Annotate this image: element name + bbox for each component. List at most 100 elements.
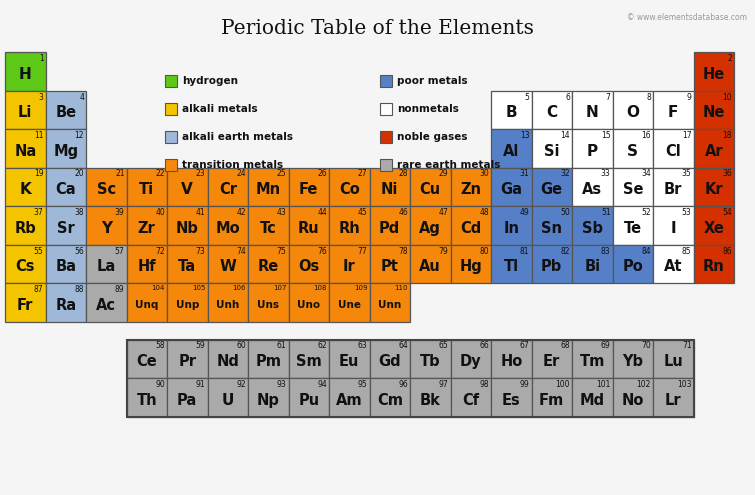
- Text: 29: 29: [439, 169, 448, 179]
- Text: 18: 18: [723, 131, 732, 140]
- Bar: [45, 91, 86, 129]
- Text: 46: 46: [398, 208, 408, 217]
- Text: 37: 37: [34, 208, 44, 217]
- Bar: [288, 378, 329, 416]
- Text: Cm: Cm: [377, 393, 402, 408]
- Text: F: F: [668, 105, 679, 120]
- Text: 25: 25: [277, 169, 286, 179]
- Text: 1: 1: [39, 54, 44, 63]
- Text: 65: 65: [439, 342, 448, 350]
- Bar: [45, 283, 86, 321]
- Bar: [410, 340, 451, 378]
- Text: Tb: Tb: [420, 354, 441, 369]
- Text: 108: 108: [313, 285, 327, 291]
- Bar: [5, 52, 45, 91]
- Bar: [369, 206, 410, 245]
- Text: Sr: Sr: [57, 221, 75, 236]
- Bar: [5, 91, 45, 129]
- Text: 55: 55: [34, 247, 44, 255]
- Bar: [410, 378, 451, 416]
- Bar: [532, 378, 572, 416]
- Bar: [369, 340, 410, 378]
- Bar: [45, 129, 86, 167]
- Text: Ni: Ni: [381, 182, 399, 198]
- Text: Unp: Unp: [176, 300, 199, 310]
- Bar: [288, 206, 329, 245]
- Bar: [288, 283, 329, 321]
- Bar: [491, 378, 532, 416]
- Bar: [694, 167, 734, 206]
- Text: Unn: Unn: [378, 300, 402, 310]
- Text: 74: 74: [236, 247, 246, 255]
- Text: 99: 99: [519, 380, 529, 389]
- Bar: [127, 340, 167, 378]
- Text: 30: 30: [479, 169, 489, 179]
- Bar: [653, 245, 694, 283]
- Text: Xe: Xe: [704, 221, 724, 236]
- Text: P: P: [587, 144, 598, 159]
- Bar: [248, 283, 288, 321]
- Text: 10: 10: [723, 93, 732, 101]
- Bar: [491, 129, 532, 167]
- Text: Eu: Eu: [339, 354, 359, 369]
- Bar: [653, 167, 694, 206]
- Text: 7: 7: [606, 93, 611, 101]
- Text: Unh: Unh: [216, 300, 239, 310]
- Text: Sc: Sc: [97, 182, 116, 198]
- Bar: [248, 245, 288, 283]
- Text: 87: 87: [34, 285, 44, 294]
- Text: Hg: Hg: [459, 259, 482, 274]
- Text: Si: Si: [544, 144, 559, 159]
- Bar: [208, 340, 248, 378]
- Text: 42: 42: [236, 208, 246, 217]
- Text: Cu: Cu: [420, 182, 441, 198]
- Text: 11: 11: [34, 131, 44, 140]
- Text: 41: 41: [196, 208, 205, 217]
- Text: Dy: Dy: [460, 354, 482, 369]
- Text: Es: Es: [502, 393, 521, 408]
- Bar: [532, 340, 572, 378]
- Text: 14: 14: [560, 131, 570, 140]
- Text: Mo: Mo: [215, 221, 240, 236]
- Text: Kr: Kr: [704, 182, 723, 198]
- Bar: [329, 340, 369, 378]
- Text: 83: 83: [601, 247, 611, 255]
- Text: 8: 8: [646, 93, 651, 101]
- Text: S: S: [627, 144, 638, 159]
- Bar: [694, 91, 734, 129]
- Text: Se: Se: [623, 182, 643, 198]
- Bar: [491, 91, 532, 129]
- Text: Cr: Cr: [219, 182, 237, 198]
- Text: As: As: [582, 182, 602, 198]
- Text: Md: Md: [580, 393, 605, 408]
- Text: No: No: [621, 393, 644, 408]
- Text: Ca: Ca: [55, 182, 76, 198]
- Bar: [165, 131, 177, 143]
- Text: Sb: Sb: [582, 221, 602, 236]
- Text: 81: 81: [520, 247, 529, 255]
- Text: noble gases: noble gases: [397, 132, 467, 142]
- Text: La: La: [97, 259, 116, 274]
- Bar: [369, 167, 410, 206]
- Bar: [45, 206, 86, 245]
- Text: 69: 69: [601, 342, 611, 350]
- Text: 67: 67: [519, 342, 529, 350]
- Text: 33: 33: [601, 169, 611, 179]
- Bar: [612, 206, 653, 245]
- Bar: [248, 340, 288, 378]
- Text: Li: Li: [18, 105, 32, 120]
- Text: Ge: Ge: [541, 182, 562, 198]
- Bar: [572, 91, 612, 129]
- Bar: [86, 206, 127, 245]
- Bar: [380, 131, 392, 143]
- Bar: [329, 378, 369, 416]
- Text: 70: 70: [641, 342, 651, 350]
- Text: Re: Re: [257, 259, 279, 274]
- Text: 56: 56: [74, 247, 84, 255]
- Bar: [167, 340, 208, 378]
- Bar: [127, 378, 167, 416]
- Text: 71: 71: [682, 342, 692, 350]
- Text: 105: 105: [192, 285, 205, 291]
- Text: 27: 27: [358, 169, 368, 179]
- Text: Pu: Pu: [298, 393, 319, 408]
